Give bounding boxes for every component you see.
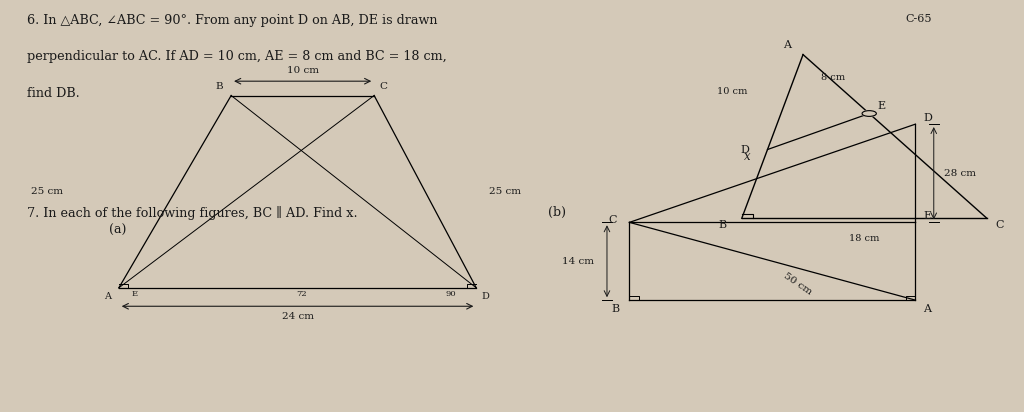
Text: (a): (a) (109, 225, 126, 237)
Text: perpendicular to AC. If AD = 10 cm, AE = 8 cm and BC = 18 cm,: perpendicular to AC. If AD = 10 cm, AE =… (27, 51, 446, 63)
Text: D: D (740, 145, 750, 154)
Text: (b): (b) (548, 206, 565, 219)
Text: D: D (481, 292, 489, 301)
Text: 14 cm: 14 cm (562, 257, 594, 266)
Text: 25 cm: 25 cm (31, 187, 62, 196)
Text: A: A (924, 304, 932, 314)
Text: 10 cm: 10 cm (717, 87, 746, 96)
Text: B: B (718, 220, 726, 230)
Text: C: C (608, 215, 617, 225)
Text: 90: 90 (445, 290, 456, 298)
Text: E: E (131, 290, 137, 298)
Text: x: x (743, 150, 751, 163)
Text: 18 cm: 18 cm (849, 234, 880, 243)
Text: 8 cm: 8 cm (821, 73, 846, 82)
Text: 10 cm: 10 cm (287, 66, 318, 75)
Text: 50 cm: 50 cm (782, 272, 814, 297)
Text: 28 cm: 28 cm (944, 169, 976, 178)
Text: 7. In each of the following figures, BC ∥ AD. Find x.: 7. In each of the following figures, BC … (27, 206, 357, 220)
Text: D: D (924, 113, 933, 123)
Text: 24 cm: 24 cm (282, 312, 313, 321)
Text: E: E (878, 101, 886, 112)
Text: C-65: C-65 (905, 14, 932, 23)
Text: B: B (215, 82, 223, 91)
Text: C: C (995, 220, 1004, 230)
Text: E: E (924, 211, 932, 221)
Text: find DB.: find DB. (27, 87, 80, 101)
Text: A: A (782, 40, 791, 50)
Text: 6. In △ABC, ∠ABC = 90°. From any point D on AB, DE is drawn: 6. In △ABC, ∠ABC = 90°. From any point D… (27, 14, 437, 27)
Text: C: C (379, 82, 387, 91)
Circle shape (862, 111, 877, 116)
Text: 72: 72 (296, 290, 306, 298)
Text: 25 cm: 25 cm (488, 187, 520, 196)
Text: B: B (611, 304, 620, 314)
Text: A: A (103, 292, 111, 301)
